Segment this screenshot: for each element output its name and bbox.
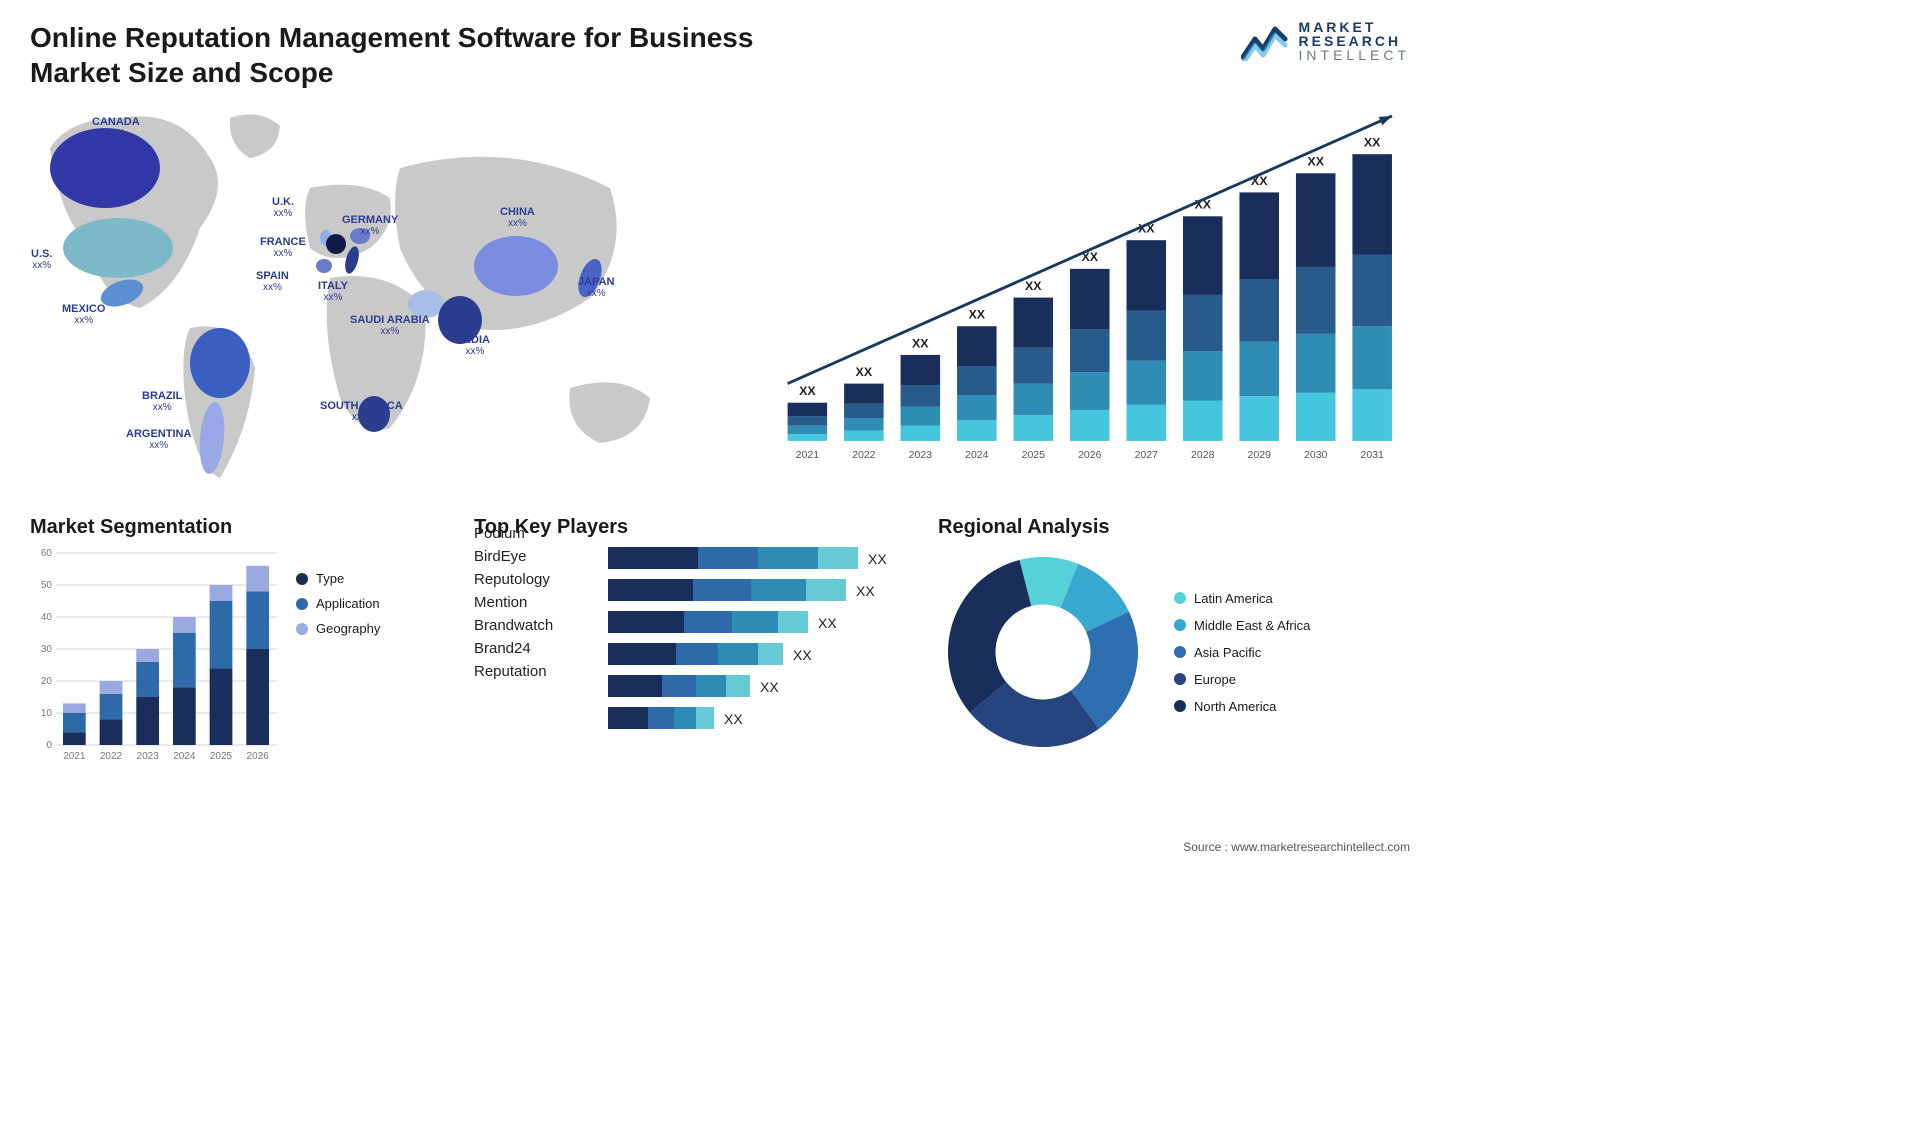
- player-name: Podium: [474, 525, 584, 542]
- map-country-label: ARGENTINAxx%: [126, 428, 191, 451]
- player-name: Brand24: [474, 640, 584, 657]
- map-country-label: INDIAxx%: [460, 334, 490, 357]
- regional-legend: Latin America Middle East & Africa Asia Pa…: [1174, 591, 1310, 714]
- legend-item: Latin America: [1174, 591, 1310, 606]
- legend-item: Asia Pacific: [1174, 645, 1310, 660]
- legend-item: Type: [296, 571, 380, 586]
- svg-text:XX: XX: [868, 551, 887, 567]
- map-country-label: CHINAxx%: [500, 206, 535, 229]
- map-country-label: FRANCExx%: [260, 236, 306, 259]
- svg-text:XX: XX: [856, 365, 873, 379]
- svg-text:2026: 2026: [1078, 449, 1102, 461]
- svg-text:40: 40: [41, 612, 53, 623]
- market-growth-chart: XX 2021 XX 2022 XX 2023 XX 2024 XX 2025 XX 2026 XX 20…: [760, 98, 1410, 478]
- logo-line-1: MARKET: [1299, 20, 1410, 34]
- source-attribution: Source : www.marketresearchintellect.com: [1183, 840, 1410, 854]
- segmentation-legend: Type Application Geography: [296, 571, 380, 767]
- map-country-label: MEXICOxx%: [62, 303, 105, 326]
- svg-text:2029: 2029: [1248, 449, 1272, 461]
- svg-text:2031: 2031: [1361, 449, 1385, 461]
- svg-text:XX: XX: [912, 336, 929, 350]
- map-country-label: JAPANxx%: [578, 276, 614, 299]
- players-list: Podium BirdEye Reputology Mention Brandwatch…: [474, 525, 584, 749]
- svg-text:2030: 2030: [1304, 449, 1328, 461]
- svg-text:2024: 2024: [965, 449, 989, 461]
- svg-text:0: 0: [46, 740, 52, 751]
- map-country-label: CANADAxx%: [92, 116, 140, 139]
- legend-item: Europe: [1174, 672, 1310, 687]
- svg-text:2026: 2026: [247, 751, 270, 762]
- legend-item: Application: [296, 596, 380, 611]
- svg-text:2021: 2021: [796, 449, 820, 461]
- svg-text:30: 30: [41, 644, 53, 655]
- svg-text:2027: 2027: [1135, 449, 1159, 461]
- svg-text:2022: 2022: [852, 449, 876, 461]
- map-country-label: SOUTH AFRICAxx%: [320, 400, 403, 423]
- legend-item: Geography: [296, 621, 380, 636]
- map-country-label: GERMANYxx%: [342, 214, 398, 237]
- map-country-label: BRAZILxx%: [142, 390, 182, 413]
- svg-text:XX: XX: [856, 583, 875, 599]
- svg-text:XX: XX: [1025, 279, 1042, 293]
- segmentation-chart: 0 10 20 30 40 50 60 2021 2022 2023 2024 2025 2026: [30, 547, 280, 767]
- svg-text:50: 50: [41, 580, 53, 591]
- player-name: Reputology: [474, 571, 584, 588]
- map-country-label: ITALYxx%: [318, 280, 348, 303]
- legend-item: Middle East & Africa: [1174, 618, 1310, 633]
- svg-text:XX: XX: [760, 679, 779, 695]
- map-country-label: U.S.xx%: [31, 248, 52, 271]
- page-title: Online Reputation Management Software fo…: [30, 20, 810, 90]
- segmentation-title: Market Segmentation: [30, 516, 450, 539]
- svg-text:20: 20: [41, 676, 53, 687]
- svg-text:10: 10: [41, 708, 53, 719]
- svg-text:2021: 2021: [63, 751, 86, 762]
- players-hbars: XX XX XX XX XX XX: [608, 547, 908, 757]
- svg-text:60: 60: [41, 548, 53, 559]
- map-country-label: SPAINxx%: [256, 270, 289, 293]
- map-country-label: U.K.xx%: [272, 196, 294, 219]
- svg-text:2025: 2025: [1022, 449, 1046, 461]
- regional-donut: [938, 547, 1148, 757]
- logo-line-3: INTELLECT: [1299, 48, 1410, 62]
- svg-text:2023: 2023: [909, 449, 933, 461]
- legend-item: North America: [1174, 699, 1310, 714]
- logo-line-2: RESEARCH: [1299, 34, 1410, 48]
- svg-text:2024: 2024: [173, 751, 196, 762]
- svg-text:2028: 2028: [1191, 449, 1215, 461]
- regional-title: Regional Analysis: [938, 516, 1410, 539]
- brand-logo: MARKET RESEARCH INTELLECT: [1241, 20, 1410, 62]
- svg-text:2023: 2023: [137, 751, 160, 762]
- brand-logo-icon: [1241, 21, 1291, 61]
- map-country-label: SAUDI ARABIAxx%: [350, 314, 430, 337]
- player-name: BirdEye: [474, 548, 584, 565]
- svg-text:XX: XX: [724, 711, 743, 727]
- player-name: Reputation: [474, 663, 584, 680]
- svg-text:XX: XX: [969, 308, 986, 322]
- svg-text:XX: XX: [1364, 136, 1381, 150]
- svg-text:XX: XX: [799, 384, 816, 398]
- player-name: Brandwatch: [474, 617, 584, 634]
- svg-text:XX: XX: [1307, 155, 1324, 169]
- player-name: Mention: [474, 594, 584, 611]
- svg-text:2025: 2025: [210, 751, 233, 762]
- svg-text:2022: 2022: [100, 751, 123, 762]
- svg-text:XX: XX: [818, 615, 837, 631]
- world-map: CANADAxx% U.S.xx% MEXICOxx% BRAZILxx% ARGENT…: [30, 98, 730, 498]
- svg-text:XX: XX: [793, 647, 812, 663]
